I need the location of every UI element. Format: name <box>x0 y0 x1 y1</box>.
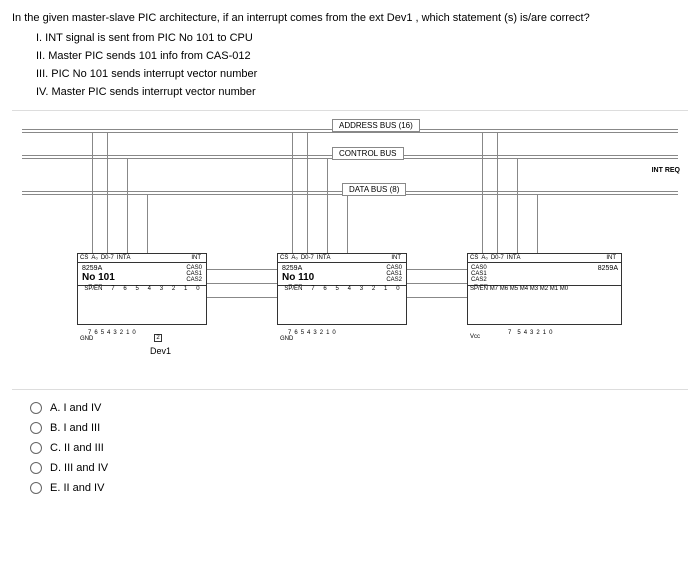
pic110-chip: 8259A <box>282 265 314 272</box>
radio-icon[interactable] <box>30 442 42 454</box>
conn-9 <box>482 133 483 253</box>
option-b-label: B. I and III <box>50 422 100 434</box>
pic-101-header: C̄S̄ A₀ D0-7 I̅N̅T̅A̅ INT <box>78 254 206 263</box>
pic110-pins: 7 6 5 4 3 2 1 0 <box>288 330 336 336</box>
pic101-gnd: GND <box>80 336 93 342</box>
address-bus-label: ADDRESS BUS (16) <box>332 119 420 132</box>
conn-2 <box>107 133 108 253</box>
pic101-cs: C̄S̄ <box>80 255 88 261</box>
pic101-no: No 101 <box>82 272 115 283</box>
option-a[interactable]: A. I and IV <box>30 402 688 414</box>
control-bus-label: CONTROL BUS <box>332 147 404 160</box>
master-chip: 8259A <box>598 265 618 272</box>
pic101-int: INT <box>191 255 201 261</box>
master-vcc: Vcc <box>470 334 480 340</box>
statement-2: II. Master PIC sends 101 info from CAS-0… <box>36 50 688 62</box>
master-pins: 7 5 4 3 2 1 0 <box>508 330 552 336</box>
radio-icon[interactable] <box>30 422 42 434</box>
statement-3: III. PIC No 101 sends interrupt vector n… <box>36 68 688 80</box>
pic101-spen: SP̅/E̅N̅ <box>84 286 102 292</box>
pic101-inta: I̅N̅T̅A̅ <box>117 255 131 261</box>
pic-101-box: C̄S̄ A₀ D0-7 I̅N̅T̅A̅ INT 8259A No 101 C… <box>77 253 207 325</box>
option-d[interactable]: D. III and IV <box>30 462 688 474</box>
conn-11 <box>517 159 518 253</box>
answer-options: A. I and IV B. I and III C. II and III D… <box>12 402 688 494</box>
option-c[interactable]: C. II and III <box>30 442 688 454</box>
conn-6 <box>307 133 308 253</box>
pic110-gnd: GND <box>280 336 293 342</box>
conn-4 <box>147 195 148 253</box>
statement-4: IV. Master PIC sends interrupt vector nu… <box>36 86 688 98</box>
master-header: C̄S̄ A₀ D0-7 I̅N̅T̅A̅ INT <box>468 254 621 263</box>
master-pic-box: C̄S̄ A₀ D0-7 I̅N̅T̅A̅ INT CAS0 CAS1 CAS2… <box>467 253 622 325</box>
pic-110-box: C̄S̄ A₀ D0-7 I̅N̅T̅A̅ INT 8259A No 110 C… <box>277 253 407 325</box>
pic101-d07: D0-7 <box>101 255 114 261</box>
conn-8 <box>347 195 348 253</box>
option-c-label: C. II and III <box>50 442 104 454</box>
conn-12 <box>537 195 538 253</box>
conn-7 <box>327 159 328 253</box>
pic110-no: No 110 <box>282 272 314 283</box>
option-e-label: E. II and IV <box>50 482 104 494</box>
pic-110-header: C̄S̄ A₀ D0-7 I̅N̅T̅A̅ INT <box>278 254 406 263</box>
option-d-label: D. III and IV <box>50 462 108 474</box>
question-text: In the given master-slave PIC architectu… <box>12 12 688 24</box>
radio-icon[interactable] <box>30 462 42 474</box>
pic101-chip: 8259A <box>82 265 115 272</box>
architecture-diagram: ADDRESS BUS (16) CONTROL BUS DATA BUS (8… <box>12 110 688 390</box>
dev1-box: 2 <box>154 334 162 342</box>
int-req-label: INT REQ <box>652 167 680 174</box>
conn-3 <box>127 159 128 253</box>
pic101-pins: 7 6 5 4 3 2 1 0 <box>88 330 136 336</box>
radio-icon[interactable] <box>30 402 42 414</box>
statement-1: I. INT signal is sent from PIC No 101 to… <box>36 32 688 44</box>
option-a-label: A. I and IV <box>50 402 101 414</box>
option-b[interactable]: B. I and III <box>30 422 688 434</box>
conn-5 <box>292 133 293 253</box>
data-bus-label: DATA BUS (8) <box>342 183 406 196</box>
radio-icon[interactable] <box>30 482 42 494</box>
conn-10 <box>497 133 498 253</box>
conn-1 <box>92 133 93 253</box>
option-e[interactable]: E. II and IV <box>30 482 688 494</box>
dev1-label: Dev1 <box>150 346 171 356</box>
pic101-cas2: CAS2 <box>186 277 202 283</box>
statements-list: I. INT signal is sent from PIC No 101 to… <box>36 32 688 98</box>
pic101-a0: A₀ <box>91 255 98 261</box>
